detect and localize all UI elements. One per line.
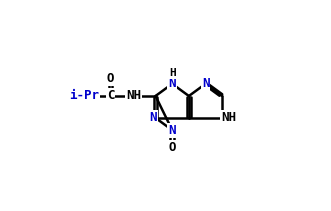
- Text: N: N: [202, 77, 209, 90]
- Text: H: H: [169, 68, 175, 78]
- Text: N: N: [168, 77, 176, 90]
- Text: C: C: [107, 89, 115, 103]
- Text: N: N: [149, 111, 157, 124]
- Text: NH: NH: [126, 89, 141, 103]
- Text: N: N: [168, 124, 176, 137]
- Text: O: O: [107, 72, 115, 85]
- Text: O: O: [168, 141, 176, 154]
- Text: i-Pr: i-Pr: [69, 89, 99, 103]
- Text: NH: NH: [221, 111, 236, 124]
